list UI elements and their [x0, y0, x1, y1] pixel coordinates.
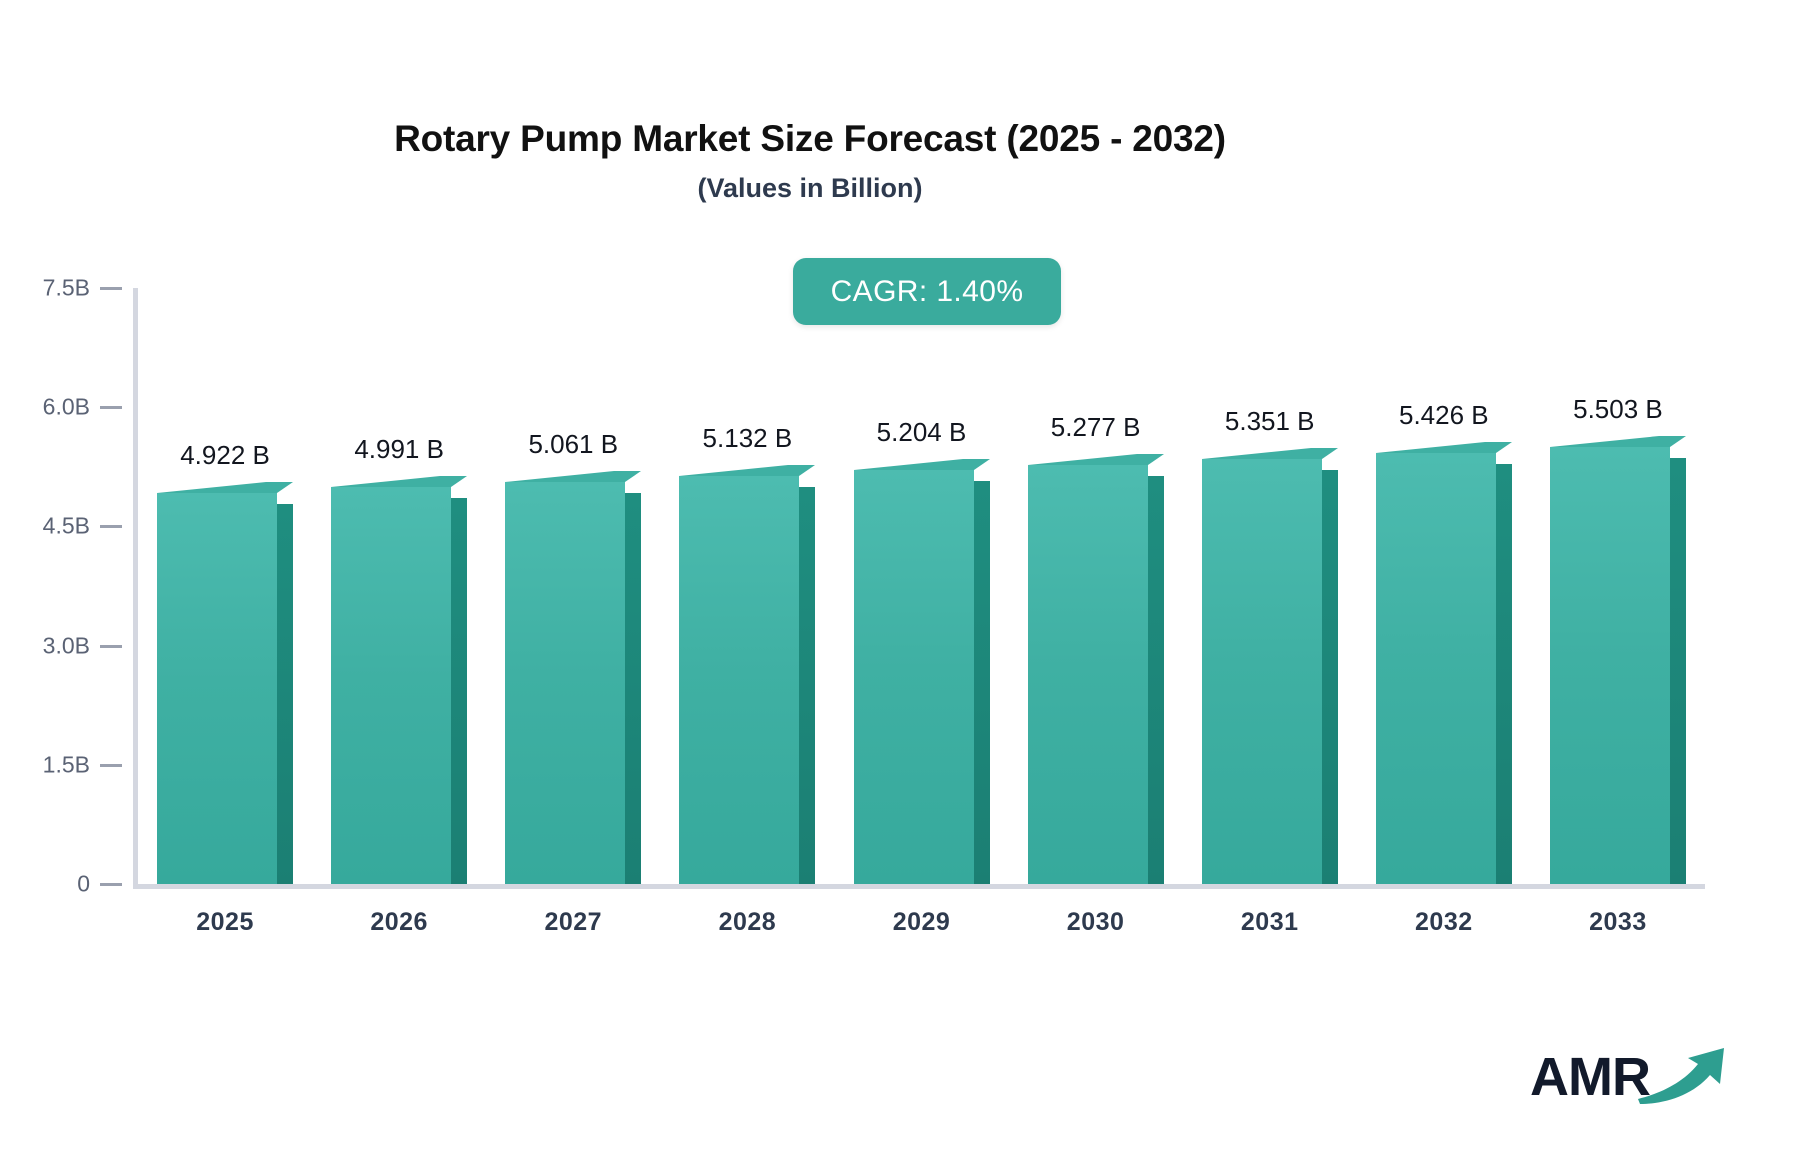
y-axis-tick-dash [100, 883, 122, 886]
bar-front-face [853, 470, 974, 884]
bar-value-label: 5.503 B [1573, 393, 1663, 424]
bar-value-label: 5.061 B [528, 428, 619, 459]
bar-value-label: 5.277 B [1050, 411, 1141, 442]
bar [1375, 441, 1512, 884]
y-axis-tick-dash [100, 644, 122, 648]
bar-top-face [679, 465, 816, 477]
bar-front-face [505, 481, 626, 884]
bar-side-face [799, 487, 816, 884]
bar-top-face [1201, 447, 1338, 459]
y-axis-line [133, 288, 138, 888]
bar-front-face [1201, 458, 1322, 884]
y-axis-tick-dash [100, 406, 122, 410]
bar-value-label: 4.922 B [180, 439, 270, 470]
growth-arrow-icon [1638, 1048, 1724, 1104]
x-axis-tick-label: 2025 [196, 908, 254, 936]
bar-value-label: 4.991 B [354, 434, 444, 465]
bar-side-face [1147, 475, 1164, 884]
bar-side-face [625, 492, 642, 884]
amr-logo-text: AMR [1530, 1047, 1651, 1107]
bar-top-face [331, 476, 468, 488]
y-axis-tick-label: 4.5B [42, 512, 90, 539]
y-axis-tick-label: 3.0B [42, 632, 90, 659]
bar-side-face [451, 498, 468, 884]
x-axis-line [133, 884, 1705, 889]
cagr-badge-label: CAGR: 1.40% [830, 274, 1024, 308]
bar-value-label: 5.426 B [1399, 399, 1489, 430]
y-axis-tick-label: 1.5B [42, 751, 90, 778]
bar-top-face [1027, 453, 1164, 465]
bar [505, 470, 642, 884]
y-axis-tick-dash [100, 763, 122, 767]
bar-value-label: 5.204 B [876, 417, 967, 448]
bar-side-face [1495, 463, 1512, 884]
x-axis-tick-label: 2026 [370, 908, 428, 936]
bar [679, 465, 816, 884]
bar-top-face [505, 470, 642, 482]
bar-top-face [157, 481, 294, 493]
x-axis-tick-label: 2030 [1066, 908, 1125, 936]
y-axis-tick-label: 6.0B [42, 393, 90, 420]
bar [157, 481, 294, 884]
bar-side-face [973, 481, 990, 884]
bar-front-face [157, 492, 278, 884]
bar-front-face [1549, 446, 1670, 884]
bar-front-face [1375, 452, 1496, 884]
chart-subtitle: (Values in Billion) [697, 173, 923, 203]
x-axis-tick-label: 2029 [892, 908, 951, 936]
bar-side-face [1669, 457, 1686, 884]
bar [331, 476, 468, 884]
x-axis-tick-label: 2031 [1240, 908, 1299, 936]
bar-front-face [1027, 464, 1148, 884]
bar-value-label: 5.132 B [702, 423, 793, 454]
bar-top-face [1549, 435, 1686, 447]
bar-side-face [277, 503, 294, 884]
y-axis-tick-label: 7.5B [42, 274, 90, 301]
bar-front-face [331, 487, 452, 884]
bar [1549, 435, 1686, 884]
bar [853, 459, 990, 884]
x-axis-tick-label: 2032 [1415, 908, 1473, 936]
bar [1201, 447, 1338, 884]
y-axis-tick-dash [100, 525, 122, 529]
y-axis-tick-dash [100, 287, 122, 290]
x-axis-tick-label: 2027 [544, 908, 603, 936]
x-axis-tick-label: 2028 [718, 908, 777, 936]
amr-logo: AMR [1530, 1048, 1730, 1120]
cagr-badge: CAGR: 1.40% [793, 258, 1061, 325]
y-axis-tick-label: 0 [77, 870, 90, 897]
bar-front-face [679, 476, 800, 884]
bar-top-face [1375, 441, 1512, 453]
x-axis-tick-label: 2033 [1589, 908, 1647, 936]
chart-title: Rotary Pump Market Size Forecast (2025 -… [394, 118, 1226, 159]
bar-side-face [1321, 469, 1338, 884]
bar-value-label: 5.351 B [1224, 405, 1315, 436]
bar-top-face [853, 459, 990, 471]
bar [1027, 453, 1164, 884]
